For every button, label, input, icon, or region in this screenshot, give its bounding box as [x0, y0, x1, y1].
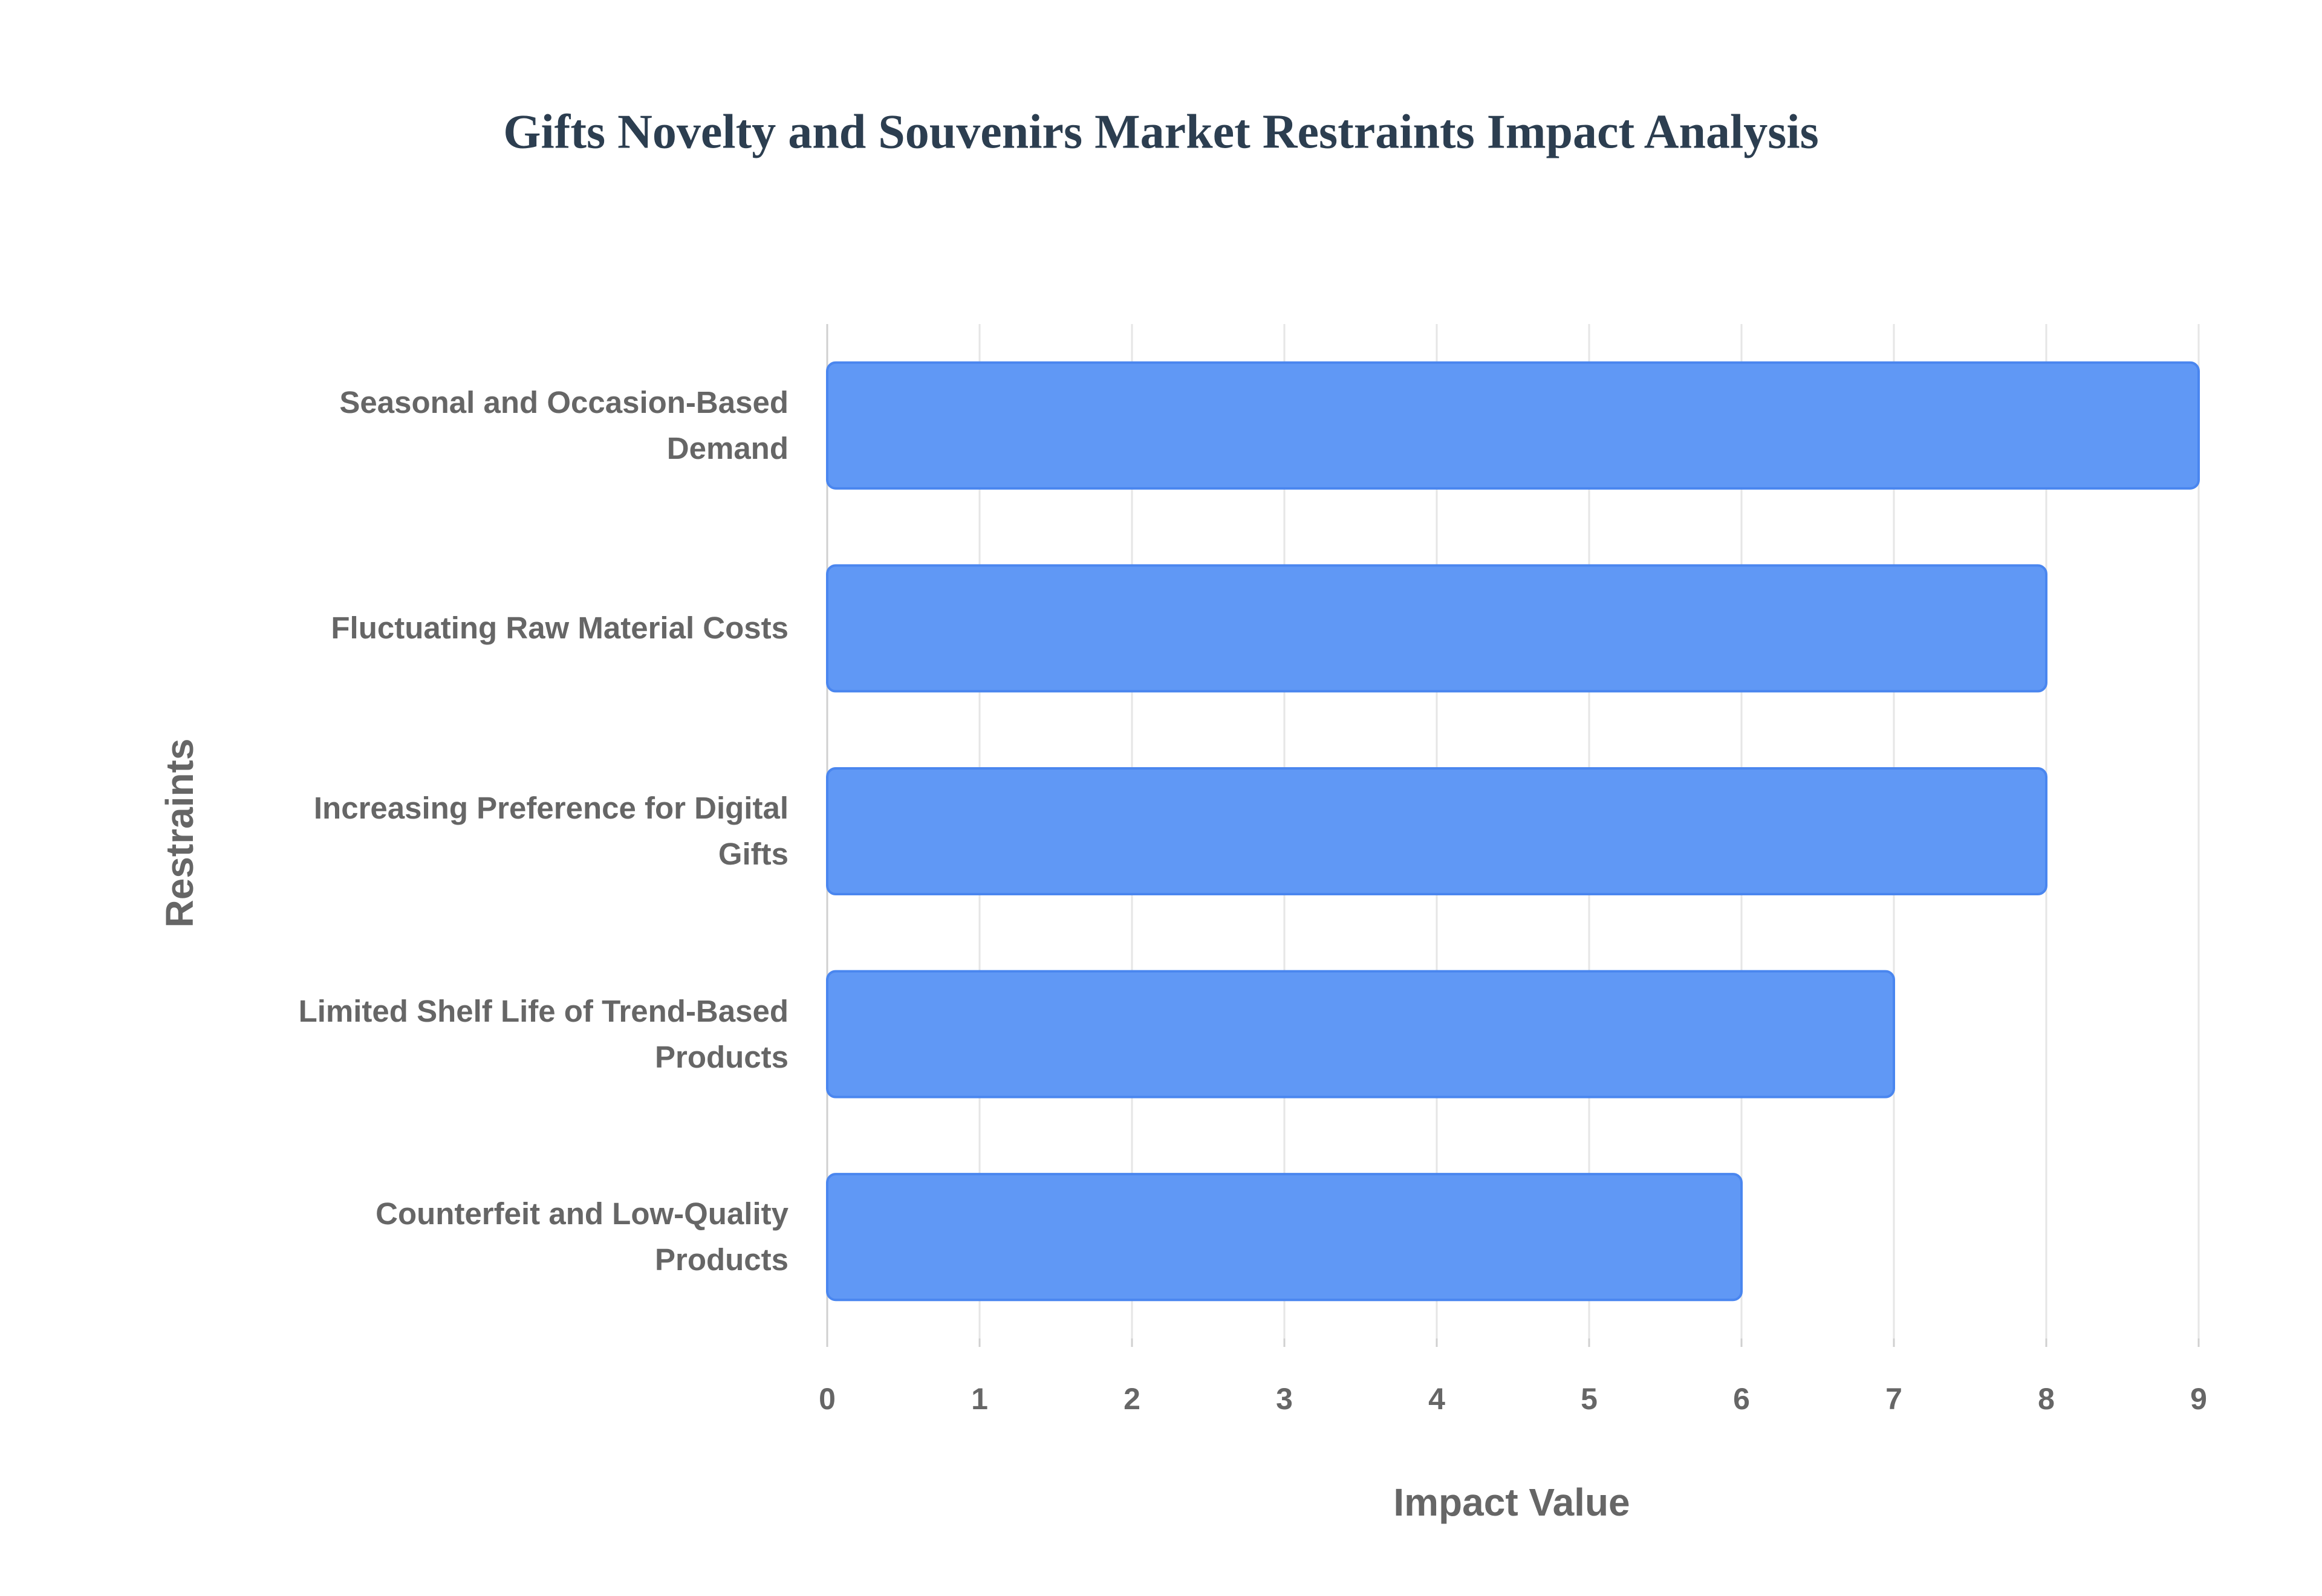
y-tick-label: Increasing Preference for Digital Gifts: [313, 791, 789, 871]
x-tick-label: 2: [1124, 1382, 1140, 1416]
y-tick-label: Limited Shelf Life of Trend-Based Produc…: [298, 993, 789, 1074]
y-tick-label: Fluctuating Raw Material Costs: [331, 611, 789, 646]
y-tick-label: Counterfeit and Low-Quality Products: [376, 1196, 789, 1277]
x-tick-label: 9: [2190, 1382, 2207, 1416]
y-axis-title: Restraints: [158, 739, 201, 928]
x-tick-label: 1: [971, 1382, 988, 1416]
bar: [826, 970, 1895, 1098]
chart-title: Gifts Novelty and Souvenirs Market Restr…: [503, 105, 1819, 158]
bar: [826, 564, 2047, 693]
x-tick-label: 0: [819, 1382, 836, 1416]
x-tick-label: 6: [1733, 1382, 1750, 1416]
x-axis-title: Impact Value: [1393, 1481, 1630, 1524]
x-tick-label: 8: [2038, 1382, 2055, 1416]
x-tick-label: 7: [1885, 1382, 1902, 1416]
bar: [826, 361, 2200, 490]
x-tick-label: 4: [1428, 1382, 1445, 1416]
y-tick-label: Seasonal and Occasion-Based Demand: [339, 384, 789, 465]
bar: [826, 767, 2047, 896]
bar: [826, 1173, 1743, 1302]
x-tick-label: 3: [1276, 1382, 1293, 1416]
x-tick-label: 5: [1581, 1382, 1598, 1416]
